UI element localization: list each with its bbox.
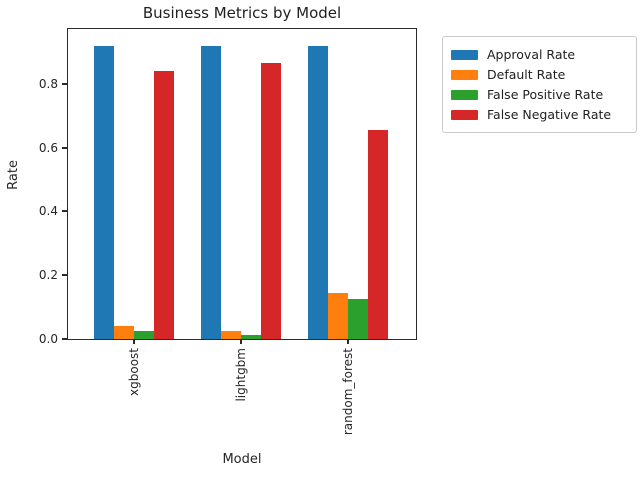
bar-random_forest-approval-rate (308, 46, 328, 339)
bar-lightgbm-default-rate (221, 331, 241, 339)
bar-random_forest-false-negative-rate (368, 130, 388, 339)
x-tick-label-xgboost: xgboost (127, 348, 141, 396)
y-tick-mark (62, 147, 67, 149)
y-tick-mark (62, 83, 67, 85)
y-tick-label-0.4: 0.4 (38, 204, 58, 218)
legend-label: Default Rate (487, 67, 566, 82)
y-tick-label-0.2: 0.2 (38, 268, 58, 282)
legend-swatch-icon (451, 69, 478, 80)
bar-random_forest-default-rate (328, 293, 348, 339)
legend-item: False Positive Rate (451, 85, 628, 104)
chart-title: Business Metrics by Model (142, 4, 342, 22)
legend-item: Default Rate (451, 65, 628, 84)
y-axis-label: Rate (6, 160, 21, 190)
bar-xgboost-false-negative-rate (154, 71, 174, 339)
y-tick-label-0.0: 0.0 (38, 332, 58, 346)
x-tick-label-random_forest: random_forest (341, 348, 355, 436)
bar-lightgbm-false-negative-rate (261, 63, 281, 339)
x-tick-mark (347, 340, 349, 344)
legend-item: Approval Rate (451, 45, 628, 64)
bar-xgboost-approval-rate (94, 46, 114, 339)
legend-label: False Negative Rate (487, 107, 612, 122)
plot-area (67, 28, 417, 340)
legend: Approval Rate Default Rate False Positive … (442, 36, 637, 133)
y-tick-mark (62, 210, 67, 212)
bar-xgboost-default-rate (114, 326, 134, 339)
legend-item: False Negative Rate (451, 105, 628, 124)
x-axis-label: Model (222, 452, 262, 467)
y-tick-label-0.8: 0.8 (38, 77, 58, 91)
legend-label: False Positive Rate (487, 87, 604, 102)
x-tick-mark (240, 340, 242, 344)
legend-label: Approval Rate (487, 47, 576, 62)
legend-swatch-icon (451, 49, 478, 60)
bar-lightgbm-false-positive-rate (241, 335, 261, 339)
bar-random_forest-false-positive-rate (348, 299, 368, 339)
y-tick-mark (62, 338, 67, 340)
bar-lightgbm-approval-rate (201, 46, 221, 339)
y-tick-label-0.6: 0.6 (38, 141, 58, 155)
y-tick-mark (62, 274, 67, 276)
x-tick-label-lightgbm: lightgbm (234, 348, 248, 402)
x-tick-mark (133, 340, 135, 344)
legend-swatch-icon (451, 109, 478, 120)
bar-xgboost-false-positive-rate (134, 331, 154, 339)
legend-swatch-icon (451, 89, 478, 100)
